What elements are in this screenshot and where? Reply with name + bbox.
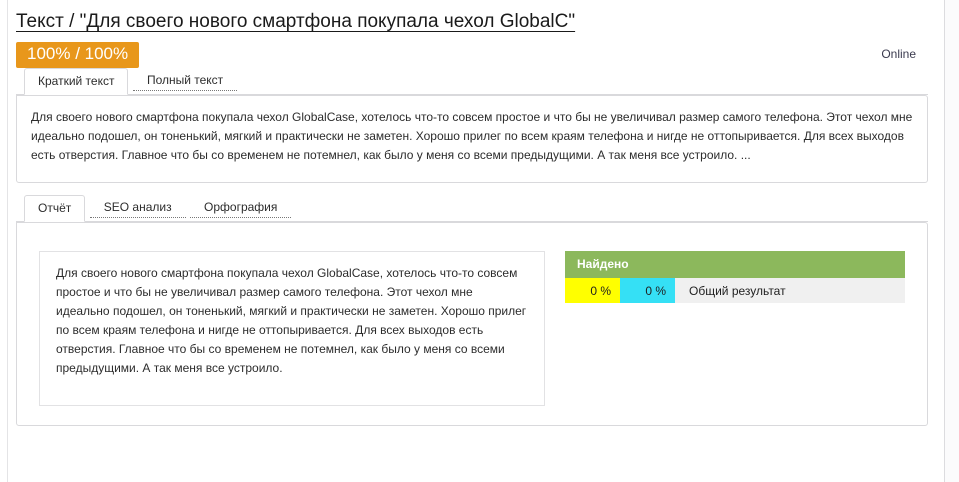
results-panel: Найдено 0 % 0 % Общий результат bbox=[565, 251, 905, 303]
text-card-tabstrip: Краткий текст Полный текст bbox=[16, 68, 928, 95]
report-card-tabstrip: Отчёт SEO анализ Орфография bbox=[16, 195, 928, 222]
left-page-rule bbox=[7, 0, 8, 482]
tab-orfografiya[interactable]: Орфография bbox=[190, 199, 292, 218]
results-row: 0 % 0 % Общий результат bbox=[565, 278, 905, 303]
report-text-box: Для своего нового смартфона покупала чех… bbox=[39, 251, 545, 406]
online-status-label: Online bbox=[881, 47, 916, 61]
result-percent-cyan: 0 % bbox=[620, 278, 675, 303]
result-percent-yellow: 0 % bbox=[565, 278, 620, 303]
status-row: 100% / 100% Online bbox=[16, 38, 928, 68]
tab-otchet[interactable]: Отчёт bbox=[24, 195, 86, 222]
short-text-body: Для своего нового смартфона покупала чех… bbox=[31, 110, 913, 162]
right-page-rule bbox=[944, 0, 945, 482]
report-text-body: Для своего нового смартфона покупала чех… bbox=[56, 266, 527, 375]
short-text-card: Для своего нового смартфона покупала чех… bbox=[16, 95, 928, 183]
page-title: Текст / "Для своего нового смартфона пок… bbox=[16, 11, 576, 32]
report-card: Для своего нового смартфона покупала чех… bbox=[16, 222, 928, 426]
result-row-label: Общий результат bbox=[689, 283, 786, 298]
score-badge: 100% / 100% bbox=[16, 42, 140, 68]
tab-polny-tekst[interactable]: Полный текст bbox=[132, 72, 238, 91]
outside-margin bbox=[945, 0, 959, 482]
card-gap bbox=[16, 183, 928, 195]
tab-kratky-tekst[interactable]: Краткий текст bbox=[24, 68, 129, 95]
tab-seo-analiz[interactable]: SEO анализ bbox=[89, 199, 186, 218]
results-panel-header: Найдено bbox=[565, 251, 905, 278]
content-column: Текст / "Для своего нового смартфона пок… bbox=[16, 0, 928, 426]
